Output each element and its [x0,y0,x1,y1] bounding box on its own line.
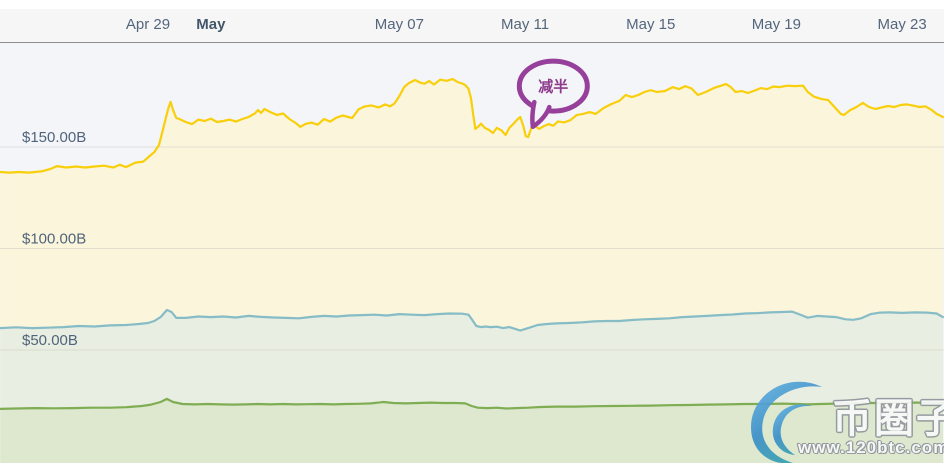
x-axis-label: May 11 [500,16,550,33]
plot-area[interactable]: $150.00B $100.00B $50.00B 减半 [0,43,944,463]
series-green-small-cap-area [0,398,943,463]
annotation-text: 减半 [538,78,568,96]
x-axis-label: May 07 [374,16,424,33]
annotation-bubble [516,58,590,114]
y-axis-label: $100.00B [22,231,86,248]
y-axis-label: $50.00B [22,332,78,349]
x-axis-label: May 19 [751,16,801,33]
annotation-tail-edge [530,104,552,129]
top-strip [0,0,944,9]
x-axis-label: Apr 29 [125,16,171,33]
x-axis-label: May 23 [877,16,927,33]
x-axis-label: May [196,16,226,33]
x-axis-label: May 15 [626,16,676,33]
annotation-tail-edge [530,99,537,129]
x-axis: Apr 29 May May 07 May 11 May 15 May 19 May 23 [0,9,944,43]
series-blue-mid-cap-line [0,308,944,332]
annotation-bubble-tail [532,100,551,127]
y-axis-label: $150.00B [22,129,86,146]
series-yellow-large-cap-line [0,77,944,174]
